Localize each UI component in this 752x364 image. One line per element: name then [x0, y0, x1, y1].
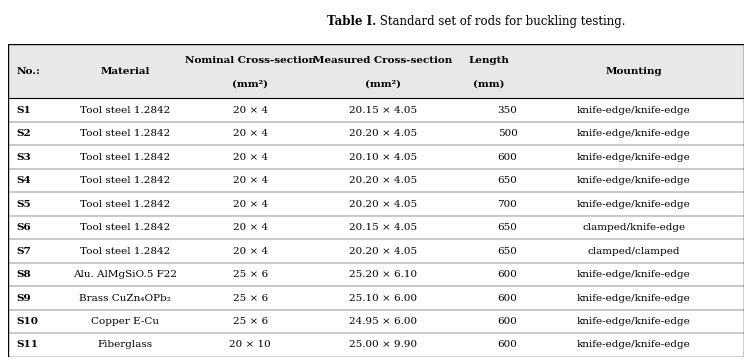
Text: clamped/clamped: clamped/clamped — [587, 246, 681, 256]
Text: clamped/knife-edge: clamped/knife-edge — [582, 223, 686, 232]
Text: S4: S4 — [17, 176, 31, 185]
Text: 500: 500 — [498, 129, 517, 138]
Text: Tool steel 1.2842: Tool steel 1.2842 — [80, 246, 170, 256]
Text: 20.10 × 4.05: 20.10 × 4.05 — [349, 153, 417, 162]
Text: S3: S3 — [17, 153, 31, 162]
Text: Measured Cross-section: Measured Cross-section — [314, 56, 453, 65]
Text: Length: Length — [468, 56, 510, 65]
Text: 20.15 × 4.05: 20.15 × 4.05 — [349, 106, 417, 115]
Text: 650: 650 — [498, 246, 517, 256]
Text: 600: 600 — [498, 153, 517, 162]
Text: knife-edge/knife-edge: knife-edge/knife-edge — [577, 340, 691, 349]
Text: (mm²): (mm²) — [232, 79, 268, 88]
Text: 25.00 × 9.90: 25.00 × 9.90 — [349, 340, 417, 349]
Text: Tool steel 1.2842: Tool steel 1.2842 — [80, 129, 170, 138]
Text: (mm²): (mm²) — [365, 79, 401, 88]
Text: 20.20 × 4.05: 20.20 × 4.05 — [349, 199, 417, 209]
Text: Mounting: Mounting — [605, 67, 663, 76]
Text: 650: 650 — [498, 176, 517, 185]
Text: S10: S10 — [17, 317, 38, 326]
Text: 20.20 × 4.05: 20.20 × 4.05 — [349, 246, 417, 256]
Text: knife-edge/knife-edge: knife-edge/knife-edge — [577, 153, 691, 162]
Text: 600: 600 — [498, 270, 517, 279]
Text: 25 × 6: 25 × 6 — [233, 293, 268, 302]
Text: 650: 650 — [498, 223, 517, 232]
Text: Alu. AlMgSiO.5 F22: Alu. AlMgSiO.5 F22 — [73, 270, 177, 279]
Text: 600: 600 — [498, 293, 517, 302]
Text: 600: 600 — [498, 317, 517, 326]
Text: (mm): (mm) — [473, 79, 505, 88]
Text: 600: 600 — [498, 340, 517, 349]
Text: S9: S9 — [17, 293, 31, 302]
Text: S7: S7 — [17, 246, 31, 256]
Text: 25 × 6: 25 × 6 — [233, 270, 268, 279]
Bar — [8, 44, 744, 99]
Text: S11: S11 — [17, 340, 38, 349]
Text: knife-edge/knife-edge: knife-edge/knife-edge — [577, 176, 691, 185]
Text: 24.95 × 6.00: 24.95 × 6.00 — [349, 317, 417, 326]
Text: Tool steel 1.2842: Tool steel 1.2842 — [80, 223, 170, 232]
Text: knife-edge/knife-edge: knife-edge/knife-edge — [577, 199, 691, 209]
Text: 20 × 4: 20 × 4 — [233, 246, 268, 256]
Text: 20.15 × 4.05: 20.15 × 4.05 — [349, 223, 417, 232]
Text: Copper E-Cu: Copper E-Cu — [91, 317, 159, 326]
Text: 20 × 4: 20 × 4 — [233, 153, 268, 162]
Text: S5: S5 — [17, 199, 31, 209]
Text: 20 × 4: 20 × 4 — [233, 199, 268, 209]
Text: knife-edge/knife-edge: knife-edge/knife-edge — [577, 270, 691, 279]
Text: Tool steel 1.2842: Tool steel 1.2842 — [80, 106, 170, 115]
Text: Nominal Cross-section: Nominal Cross-section — [185, 56, 316, 65]
Text: 25.20 × 6.10: 25.20 × 6.10 — [349, 270, 417, 279]
Text: 350: 350 — [498, 106, 517, 115]
Text: S2: S2 — [17, 129, 31, 138]
Text: 25.10 × 6.00: 25.10 × 6.00 — [349, 293, 417, 302]
Text: knife-edge/knife-edge: knife-edge/knife-edge — [577, 317, 691, 326]
Text: 20 × 10: 20 × 10 — [229, 340, 271, 349]
Text: Tool steel 1.2842: Tool steel 1.2842 — [80, 176, 170, 185]
Text: 700: 700 — [498, 199, 517, 209]
Text: 20 × 4: 20 × 4 — [233, 223, 268, 232]
Text: Material: Material — [100, 67, 150, 76]
Text: 20.20 × 4.05: 20.20 × 4.05 — [349, 176, 417, 185]
Text: No.:: No.: — [17, 67, 41, 76]
Text: 20 × 4: 20 × 4 — [233, 129, 268, 138]
Text: knife-edge/knife-edge: knife-edge/knife-edge — [577, 106, 691, 115]
Text: Tool steel 1.2842: Tool steel 1.2842 — [80, 199, 170, 209]
Text: 25 × 6: 25 × 6 — [233, 317, 268, 326]
Text: knife-edge/knife-edge: knife-edge/knife-edge — [577, 293, 691, 302]
Text: S8: S8 — [17, 270, 31, 279]
Text: Brass CuZn₄OPb₂: Brass CuZn₄OPb₂ — [79, 293, 171, 302]
Text: 20.20 × 4.05: 20.20 × 4.05 — [349, 129, 417, 138]
Text: knife-edge/knife-edge: knife-edge/knife-edge — [577, 129, 691, 138]
Text: Fiberglass: Fiberglass — [98, 340, 153, 349]
Text: S1: S1 — [17, 106, 31, 115]
Text: S6: S6 — [17, 223, 31, 232]
Text: 20 × 4: 20 × 4 — [233, 176, 268, 185]
Text: Table I.: Table I. — [327, 15, 376, 28]
Text: 20 × 4: 20 × 4 — [233, 106, 268, 115]
Text: Standard set of rods for buckling testing.: Standard set of rods for buckling testin… — [376, 15, 626, 28]
Text: Tool steel 1.2842: Tool steel 1.2842 — [80, 153, 170, 162]
